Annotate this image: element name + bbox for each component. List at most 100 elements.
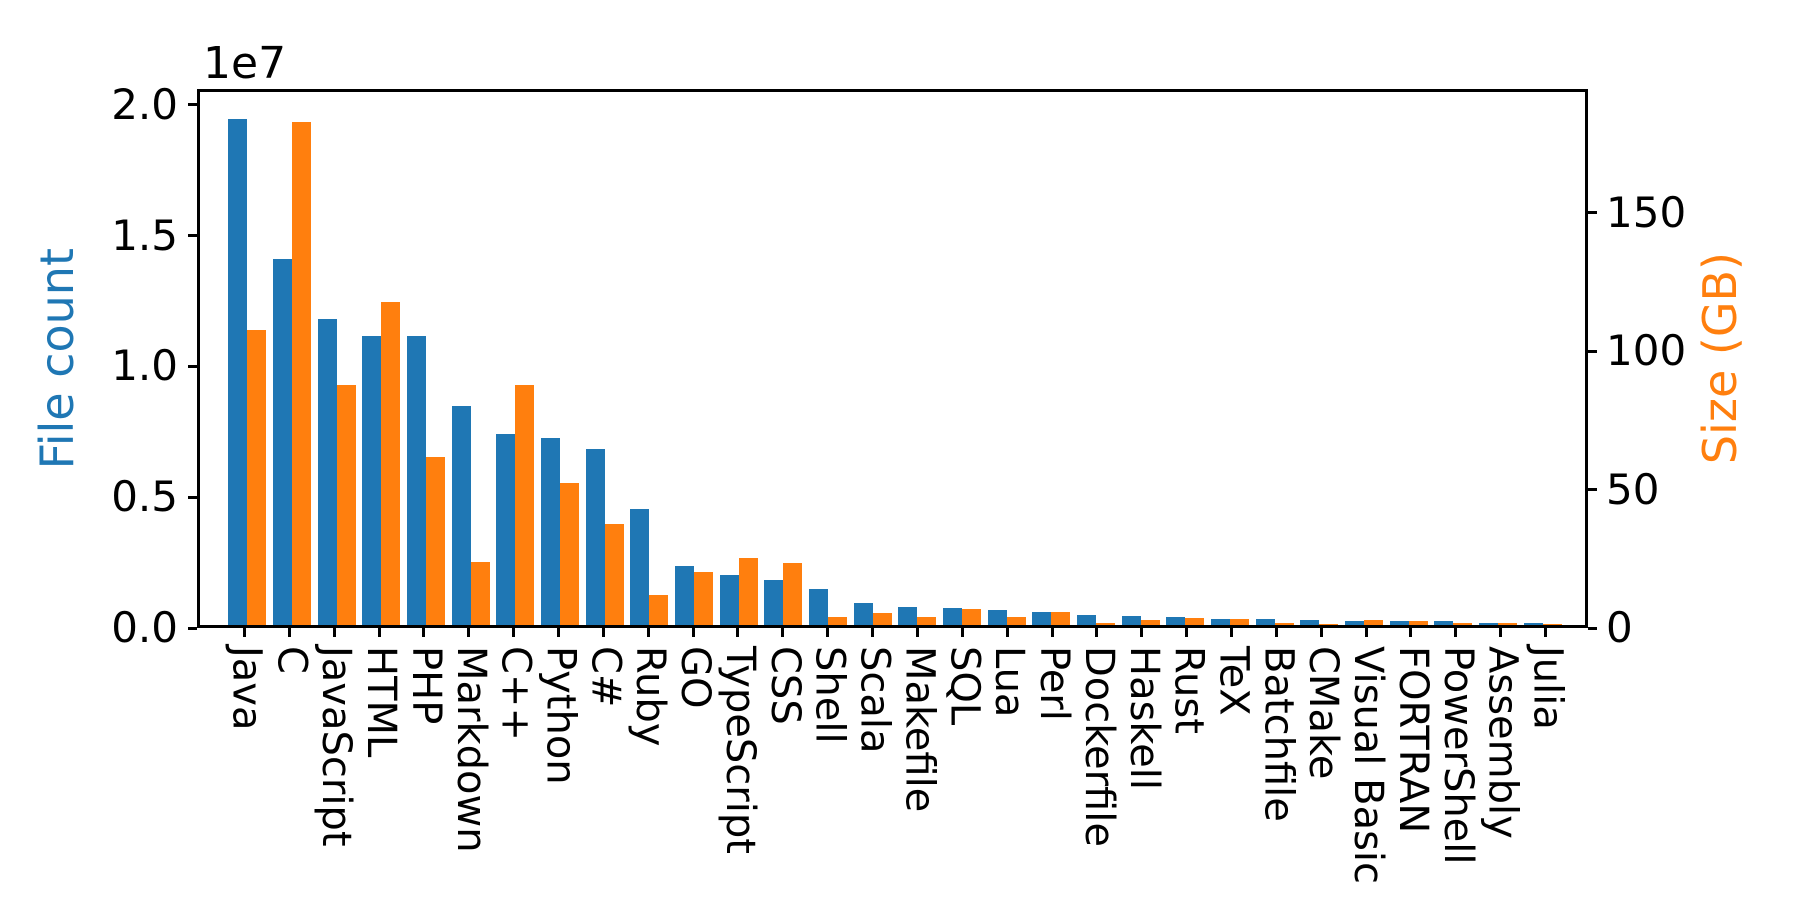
x-tick-mark: [557, 628, 560, 637]
x-tick-label: Rust: [1165, 646, 1212, 734]
left-y-tick-label: 0.0: [111, 603, 178, 652]
category-slot-scala: [850, 92, 895, 625]
right-axis-title-box: Size (GB): [1693, 89, 1747, 628]
category-slot-powershell: [1431, 92, 1476, 625]
category-slot-javascript: [314, 92, 359, 625]
bar-size-gb: [1051, 612, 1071, 625]
category-slot-php: [404, 92, 449, 625]
left-y-tick-label: 2.0: [111, 79, 178, 129]
x-tick-mark: [871, 628, 875, 637]
bar-size-gb: [1274, 623, 1294, 625]
bar-size-gb: [962, 609, 982, 625]
category-slot-tex: [1208, 92, 1253, 625]
x-tick-mark: [332, 628, 336, 637]
x-tick-mark: [1319, 628, 1323, 637]
category-slot-python: [538, 92, 583, 625]
x-tick-label: HTML: [358, 646, 405, 758]
left-y-tick-mark: [188, 103, 197, 107]
bar-size-gb: [292, 121, 311, 625]
bar-file-count: [1479, 622, 1499, 625]
bar-file-count: [630, 509, 650, 625]
x-tick-mark: [1140, 628, 1144, 637]
category-slot-cmake: [1297, 92, 1342, 625]
bar-size-gb: [560, 482, 580, 625]
bar-file-count: [541, 437, 561, 625]
bar-file-count: [987, 610, 1007, 625]
bar-size-gb: [604, 524, 624, 625]
x-tick-mark: [1544, 628, 1548, 637]
category-slot-perl: [1029, 92, 1074, 625]
x-tick-mark: [1499, 628, 1503, 637]
x-tick-mark: [1454, 628, 1458, 637]
bar-file-count: [1211, 618, 1231, 625]
x-tick-label: GO: [672, 646, 719, 709]
left-y-tick-label: 0.5: [111, 472, 178, 522]
x-tick-mark: [601, 628, 605, 637]
x-tick-label: CSS: [761, 646, 808, 725]
x-tick-label: C#: [582, 646, 629, 708]
bar-file-count: [809, 589, 829, 625]
category-slot-lua: [984, 92, 1029, 625]
right-y-tick-label: 0: [1606, 603, 1633, 652]
bar-size-gb: [783, 562, 803, 625]
bar-size-gb: [649, 594, 669, 625]
x-tick-mark: [781, 628, 785, 637]
category-slot-rust: [1163, 92, 1208, 625]
x-tick-label: JavaScript: [313, 646, 360, 847]
x-tick-label: C: [268, 646, 315, 674]
bar-file-count: [719, 574, 739, 625]
left-y-tick-label: 1.0: [111, 341, 178, 391]
bar-file-count: [1077, 615, 1097, 625]
category-slot-go: [672, 92, 717, 625]
x-tick-label: Ruby: [627, 646, 674, 747]
x-tick-mark: [1230, 628, 1233, 637]
bar-file-count: [943, 607, 963, 625]
x-tick-label: C++: [492, 646, 539, 741]
bar-size-gb: [1408, 620, 1428, 625]
bar-size-gb: [515, 384, 535, 625]
x-tick-mark: [646, 628, 650, 637]
x-tick-label: Makefile: [896, 646, 943, 813]
x-tick-label: SQL: [941, 646, 988, 726]
left-y-tick-label: 1.5: [111, 210, 178, 260]
bar-file-count: [1345, 620, 1365, 625]
category-slot-julia: [1520, 92, 1565, 625]
bar-file-count: [362, 335, 382, 625]
category-slot-c-: [582, 92, 627, 625]
bar-size-gb: [247, 330, 267, 625]
category-slot-dockerfile: [1074, 92, 1119, 625]
category-slot-c-: [493, 92, 538, 625]
bar-size-gb: [828, 616, 848, 625]
category-slot-visual-basic: [1342, 92, 1387, 625]
x-tick-label: Julia: [1524, 646, 1571, 730]
x-tick-mark: [1409, 628, 1413, 637]
right-y-tick-label: 50: [1606, 464, 1660, 514]
x-tick-label: Scala: [851, 646, 898, 754]
plot-area: [197, 89, 1588, 628]
x-tick-mark: [826, 628, 830, 637]
bar-file-count: [451, 406, 471, 625]
x-tick-label: PHP: [402, 646, 449, 725]
category-slot-typescript: [716, 92, 761, 625]
bar-file-count: [1255, 618, 1275, 625]
left-y-tick-mark: [188, 234, 197, 238]
bar-file-count: [853, 603, 873, 625]
x-tick-mark: [1364, 628, 1368, 637]
bar-size-gb: [872, 612, 892, 625]
x-tick-mark: [1185, 628, 1189, 637]
x-tick-label: Batchfile: [1255, 646, 1302, 822]
category-slot-c: [270, 92, 315, 625]
bar-size-gb: [917, 617, 937, 625]
x-tick-label: Haskell: [1120, 646, 1167, 791]
x-tick-label: Perl: [1031, 646, 1078, 721]
bar-file-count: [1389, 621, 1409, 625]
x-tick-mark: [287, 628, 291, 637]
bar-file-count: [585, 448, 605, 625]
category-slot-haskell: [1118, 92, 1163, 625]
bar-file-count: [1523, 623, 1543, 625]
bar-file-count: [898, 607, 918, 625]
bar-file-count: [1434, 621, 1454, 625]
category-slot-css: [761, 92, 806, 625]
x-tick-mark: [1274, 628, 1278, 637]
x-tick-label: Assembly: [1479, 646, 1526, 839]
